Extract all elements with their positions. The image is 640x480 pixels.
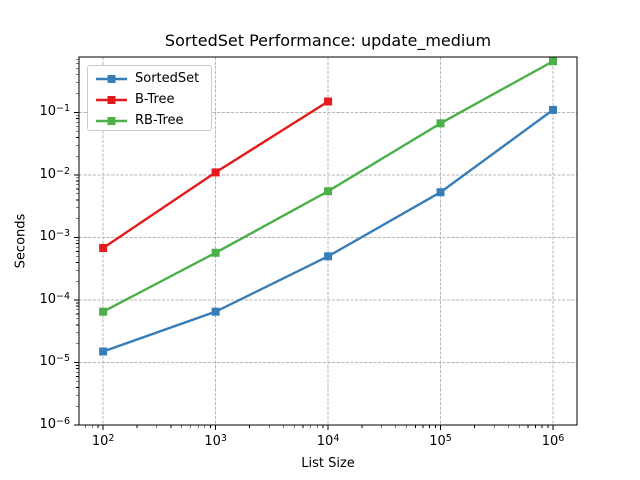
- series-b-tree: [99, 97, 333, 252]
- chart-title: SortedSet Performance: update_medium: [164, 31, 492, 50]
- data-point-sortedset: [211, 307, 220, 316]
- legend: SortedSet B-Tree RB-Tree: [87, 65, 212, 131]
- x-tick-label: 105: [429, 433, 452, 449]
- data-point-rb-tree: [436, 119, 445, 128]
- series-sortedset: [99, 105, 558, 356]
- legend-item-rb-tree: RB-Tree: [95, 110, 211, 131]
- data-point-rb-tree: [99, 307, 108, 316]
- data-point-sortedset: [324, 252, 333, 261]
- y-tick-label: 10−6: [39, 416, 70, 432]
- y-tick-label: 10−2: [39, 165, 70, 182]
- legend-marker-sortedset: [96, 74, 127, 83]
- data-point-b-tree: [324, 97, 333, 106]
- legend-marker-rb-tree: [96, 116, 127, 125]
- legend-label-b-tree: B-Tree: [135, 92, 175, 107]
- data-point-rb-tree: [324, 187, 333, 196]
- x-axis-label: List Size: [301, 456, 355, 471]
- y-tick-label: 10−1: [39, 103, 70, 120]
- data-point-sortedset: [436, 188, 445, 197]
- legend-item-sortedset: SortedSet: [95, 68, 211, 89]
- data-point-rb-tree: [549, 57, 558, 66]
- data-point-sortedset: [99, 347, 108, 356]
- legend-item-b-tree: B-Tree: [95, 89, 211, 110]
- legend-label-rb-tree: RB-Tree: [135, 113, 184, 128]
- series-rb-tree: [99, 57, 558, 316]
- legend-label-sortedset: SortedSet: [135, 71, 200, 86]
- x-tick-label: 103: [204, 433, 227, 449]
- y-tick-label: 10−5: [39, 353, 70, 370]
- x-tick-label: 106: [541, 433, 565, 449]
- legend-marker-b-tree: [96, 95, 127, 104]
- data-point-rb-tree: [211, 248, 220, 257]
- data-point-sortedset: [549, 105, 558, 114]
- x-tick-label: 104: [316, 433, 340, 449]
- y-tick-label: 10−3: [39, 228, 70, 245]
- data-point-b-tree: [99, 243, 108, 252]
- y-tick-label: 10−4: [39, 290, 70, 307]
- x-tick-label: 102: [91, 433, 115, 449]
- data-point-b-tree: [211, 168, 220, 177]
